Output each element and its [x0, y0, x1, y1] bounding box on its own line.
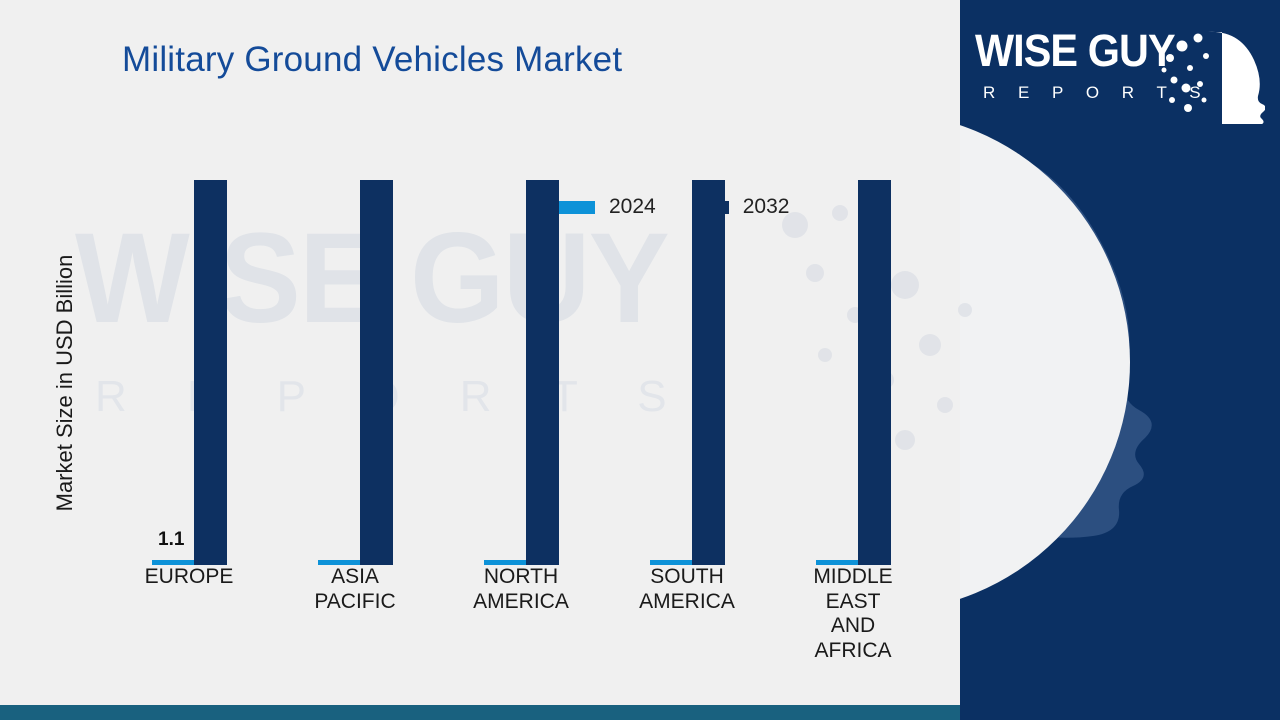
- legend-label-2024: 2024: [609, 195, 656, 218]
- category-label-line: AMERICA: [473, 589, 569, 613]
- category-label-line: PACIFIC: [314, 589, 396, 613]
- bar-2024[interactable]: [649, 560, 692, 565]
- brand-logo: WISE GUY R E P O R T S: [975, 25, 1265, 124]
- bar-2024[interactable]: [317, 560, 360, 565]
- bar-group: [778, 180, 928, 565]
- plot-area: 1.1: [100, 180, 930, 565]
- category-label-line: MIDDLE: [813, 565, 893, 588]
- bar-2024[interactable]: [483, 560, 526, 565]
- category-label-line: AND: [830, 614, 876, 638]
- bar-value-label: 1.1: [158, 529, 185, 550]
- legend-label-2032: 2032: [742, 195, 790, 218]
- bar-group-bars: [114, 180, 264, 565]
- bar-group-bars: [778, 180, 928, 565]
- x-axis-category-label: ASIA PACIFIC: [275, 565, 435, 614]
- y-axis-label: Market Size in USD Billion: [52, 254, 77, 512]
- x-axis-category-label: NORTH AMERICA: [441, 565, 601, 614]
- bar-2032[interactable]: [857, 180, 891, 565]
- bottom-accent-strip: [0, 705, 960, 720]
- logo-primary-text: WISE GUY: [975, 25, 1176, 76]
- legend-item-2024[interactable]: 2024: [553, 195, 656, 219]
- legend-swatch-2024-icon: [553, 200, 595, 214]
- x-axis-category-label: EUROPE: [109, 565, 269, 590]
- x-axis-category-label: MIDDLE EAST AND AFRICA: [773, 565, 933, 663]
- bar-group: [612, 180, 762, 565]
- bar-2032[interactable]: [193, 180, 227, 565]
- category-label-line: EAST: [825, 589, 881, 613]
- bar-group-bars: [612, 180, 762, 565]
- bar-2032[interactable]: [359, 180, 393, 565]
- x-axis-category-label: SOUTH AMERICA: [607, 565, 767, 614]
- bar-group: [280, 180, 430, 565]
- bar-2032[interactable]: [691, 180, 725, 565]
- x-axis-category-labels: EUROPE ASIA PACIFIC NORTH AMERICA SOUTH AMERIC…: [100, 565, 930, 675]
- bar-2024[interactable]: [815, 560, 858, 565]
- bar-group-bars: [280, 180, 430, 565]
- logo-secondary-text: R E P O R T S: [983, 83, 1210, 102]
- category-label-line: SOUTH: [650, 565, 724, 588]
- category-label-line: ASIA: [331, 565, 379, 588]
- bar-group: 1.1: [114, 180, 264, 565]
- category-label-line: AMERICA: [639, 589, 735, 613]
- bar-2024[interactable]: [151, 560, 194, 565]
- category-label-line: AFRICA: [814, 638, 892, 662]
- bar-2032[interactable]: [525, 180, 559, 565]
- category-label-line: EUROPE: [144, 565, 234, 588]
- category-label-line: NORTH: [483, 565, 559, 588]
- bar-group-bars: [446, 180, 596, 565]
- bar-group: [446, 180, 596, 565]
- head-silhouette-icon: [1161, 31, 1265, 124]
- page-title: Military Ground Vehicles Market: [122, 40, 623, 79]
